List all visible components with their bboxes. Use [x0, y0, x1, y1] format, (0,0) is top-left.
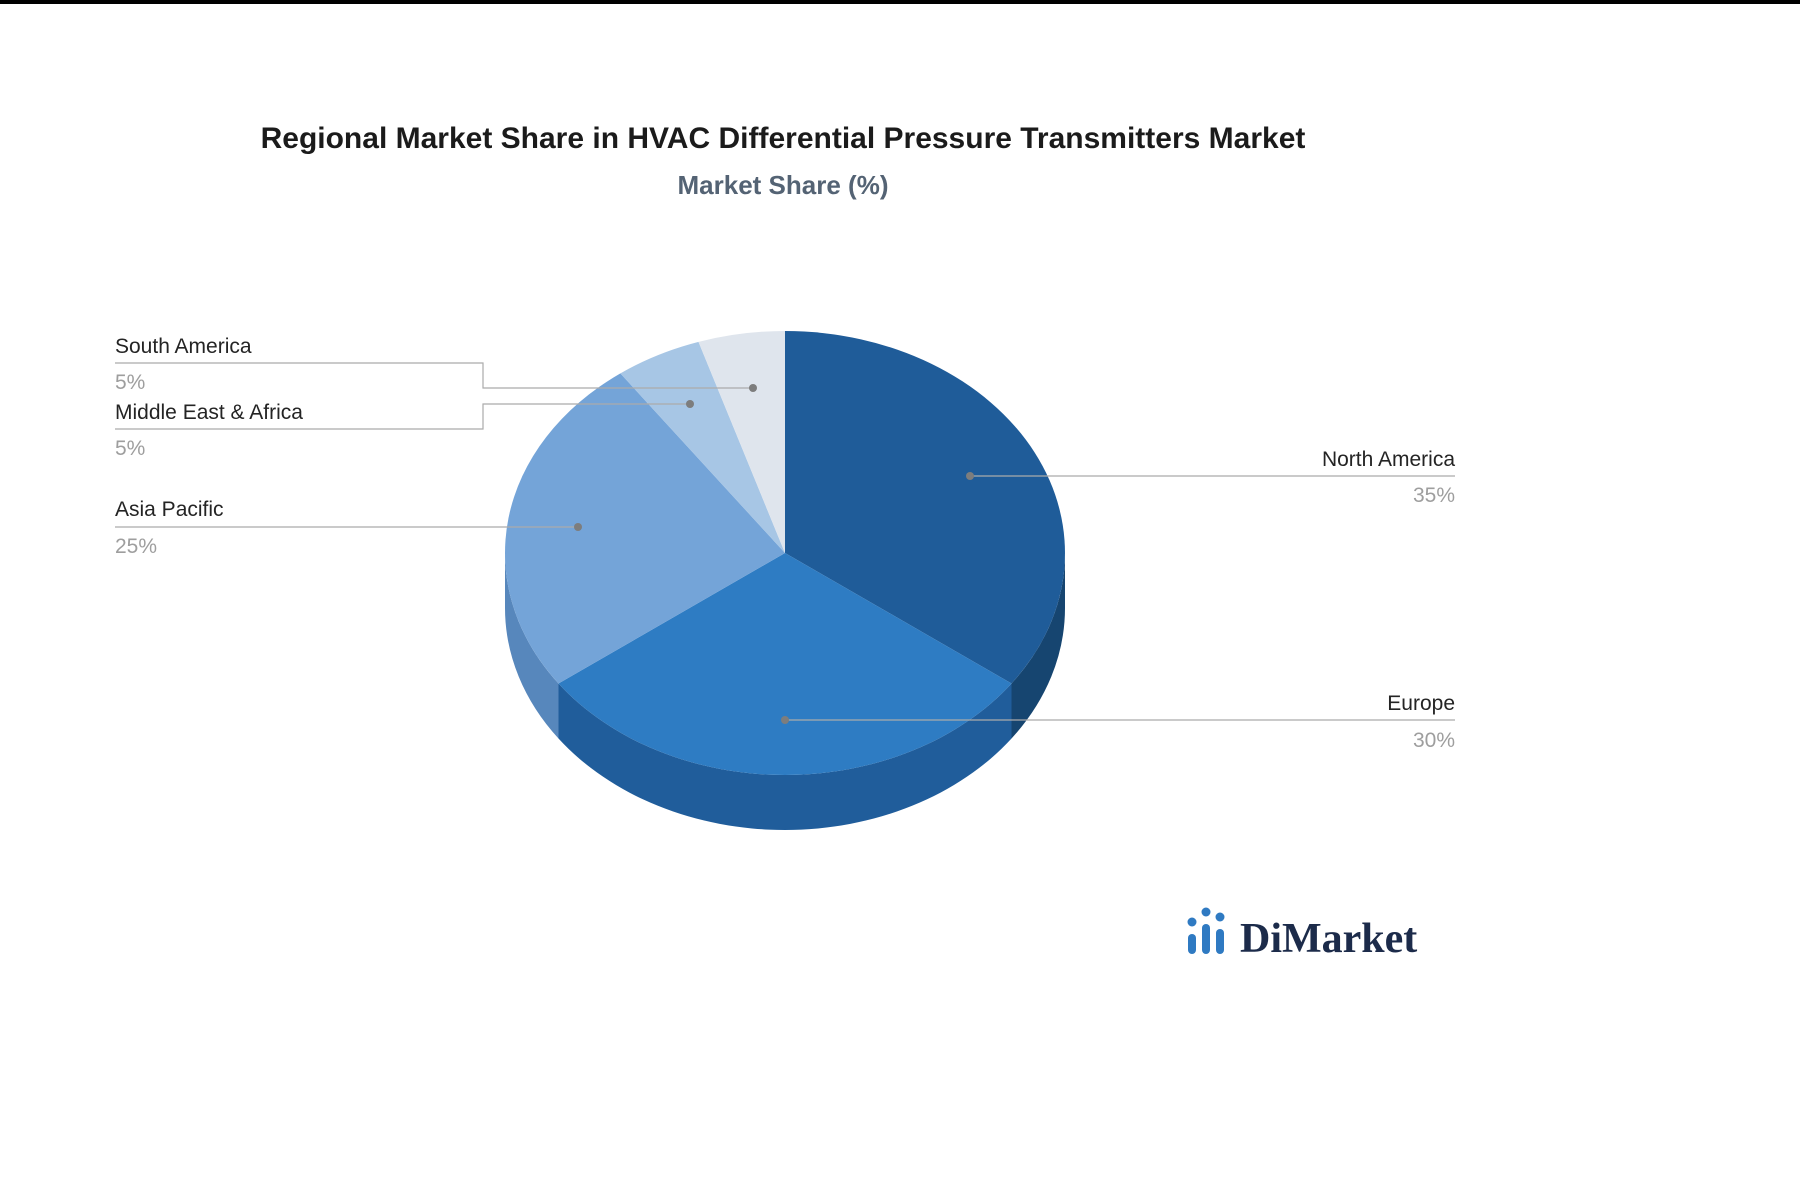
leader-dot-north-america [966, 472, 974, 480]
pie-slice-middle-east-africa[interactable] [620, 341, 785, 553]
logo-bar-1 [1188, 934, 1196, 954]
leader-dot-south-america [749, 384, 757, 392]
leader-line-middle-east-africa [115, 403, 690, 430]
logo-text: DiMarket [1240, 916, 1417, 962]
chart-title: Regional Market Share in HVAC Differenti… [261, 122, 1306, 155]
label-south-america: South America [115, 335, 252, 358]
pie-sides [505, 553, 1065, 830]
logo-dot-1 [1187, 917, 1197, 927]
value-south-america: 5% [115, 371, 145, 394]
pie-slice-side-asia-pacific [505, 553, 559, 739]
leader-dot-asia-pacific [574, 523, 582, 531]
value-europe: 30% [1413, 729, 1455, 752]
pie-slice-side-europe [558, 683, 1012, 830]
pie-slice-south-america[interactable] [698, 331, 786, 553]
label-middle-east-africa: Middle East & Africa [115, 401, 303, 424]
window-top-border [0, 0, 1800, 4]
logo-dot-3 [1215, 912, 1225, 922]
chart-subtitle: Market Share (%) [678, 170, 889, 200]
leader-dot-middle-east-africa [686, 400, 694, 408]
pie [505, 331, 1065, 830]
value-north-america: 35% [1413, 484, 1455, 507]
slice-labels: South America 5% Middle East & Africa 5%… [115, 335, 1455, 752]
leader-line-south-america [115, 362, 753, 389]
leader-dot-europe [781, 716, 789, 724]
value-asia-pacific: 25% [115, 535, 157, 558]
label-europe: Europe [1387, 692, 1455, 715]
value-middle-east-africa: 5% [115, 437, 145, 460]
leader-lines [115, 362, 1455, 724]
pie-tops [505, 331, 1065, 775]
label-asia-pacific: Asia Pacific [115, 498, 224, 521]
label-north-america: North America [1322, 448, 1455, 471]
logo: DiMarket [1187, 907, 1417, 962]
pie-slice-side-north-america [1011, 553, 1065, 739]
pie-slice-asia-pacific[interactable] [505, 373, 785, 684]
logo-bar-2 [1202, 924, 1210, 954]
logo-bar-3 [1216, 929, 1224, 954]
logo-dot-2 [1201, 907, 1211, 917]
logo-bars-icon [1187, 907, 1225, 954]
pie-slice-north-america[interactable] [785, 331, 1065, 684]
